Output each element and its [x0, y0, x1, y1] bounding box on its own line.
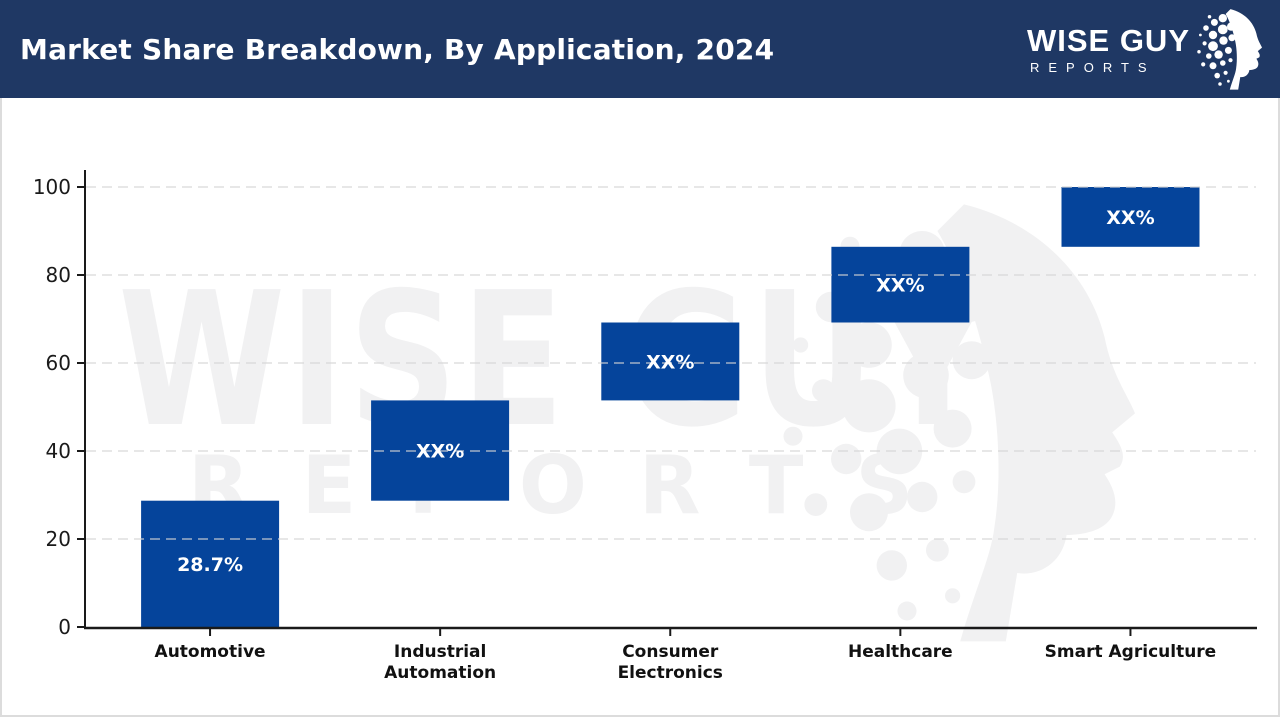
bar-2 [601, 322, 740, 401]
x-category-label-2: Electronics [618, 663, 723, 683]
logo-head-icon [1192, 7, 1262, 91]
x-category-label-2: Consumer [622, 642, 719, 662]
bar-value-label-1: XX% [416, 441, 464, 463]
bar-chart: 0 20 40 60 80 100 Automotive IndustrialAutomati… [33, 170, 1257, 683]
y-tick-label-20: 20 [46, 527, 71, 551]
bar-value-label-4: XX% [1106, 207, 1154, 229]
bar-value-label-3: XX% [876, 275, 924, 297]
x-category-label-1: Automation [384, 663, 496, 683]
logo-subtext: REPORTS [1029, 59, 1156, 75]
y-tick-label-100: 100 [33, 175, 71, 199]
x-category-label-1: Industrial [394, 642, 486, 662]
header-bar: Market Share Breakdown, By Application, … [0, 0, 1280, 98]
chart-area: WISE GUY REPORTS 0 20 40 60 80 100 Automotive I… [0, 98, 1280, 720]
x-category-label-3: Healthcare [848, 642, 953, 662]
y-tick-label-40: 40 [46, 439, 71, 463]
wiseguy-logo: WISE GUY REPORTS [1027, 7, 1262, 91]
y-tick-label-0: 0 [58, 615, 71, 639]
bar-0 [141, 500, 280, 627]
bar-value-label-0: 28.7% [177, 554, 243, 576]
x-category-label-0: Automotive [155, 642, 266, 662]
logo-wordmark: WISE GUY [1026, 22, 1190, 58]
logo-text: WISE GUY REPORTS [1027, 25, 1190, 74]
y-tick-label-60: 60 [46, 351, 71, 375]
y-tick-label-80: 80 [46, 263, 71, 287]
bar-value-label-2: XX% [646, 351, 694, 373]
page-title: Market Share Breakdown, By Application, … [20, 32, 775, 66]
x-category-label-4: Smart Agriculture [1045, 642, 1217, 662]
